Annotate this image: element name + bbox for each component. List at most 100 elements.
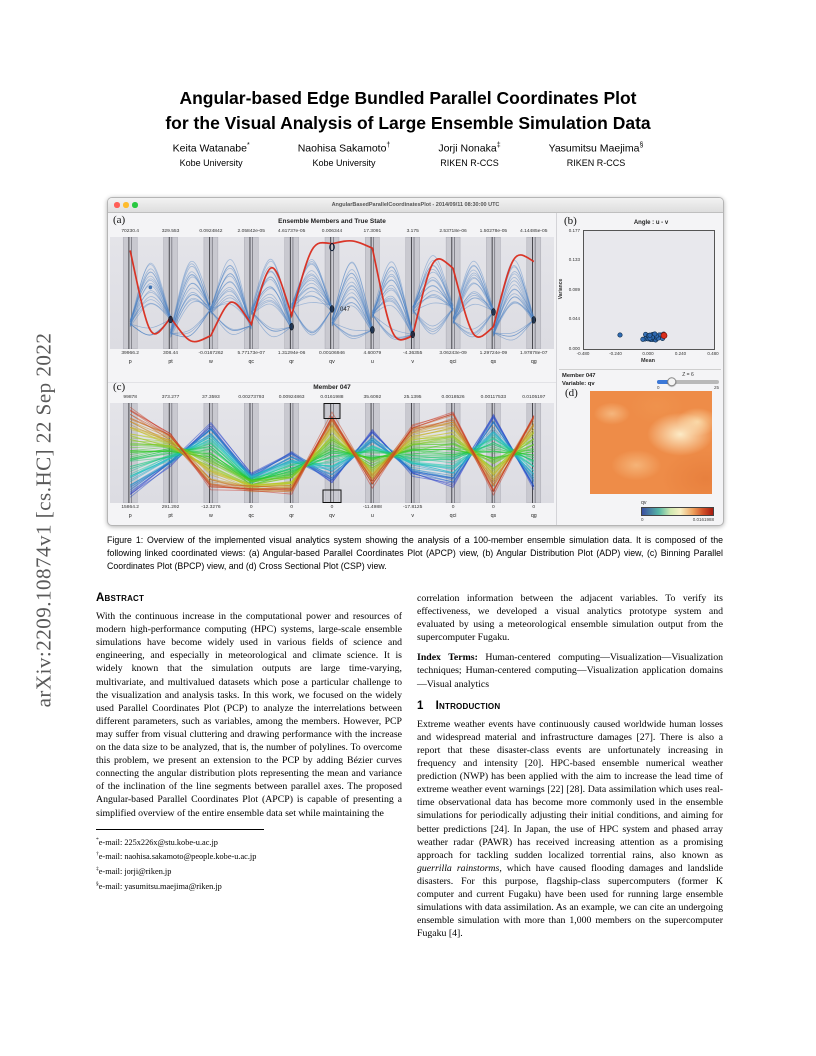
panel-divider	[108, 382, 556, 383]
window-controls	[114, 202, 138, 208]
axis-min-value: -12.3276	[201, 505, 221, 510]
panel-b-ytick: 0.089	[568, 286, 580, 292]
member-info: Member 047 Variable: qv	[562, 372, 596, 390]
axis-max-value: 35.6092	[363, 395, 382, 400]
csp-heatmap[interactable]	[590, 391, 712, 494]
panel-b-xtick: -0.240	[609, 351, 622, 356]
axis-min-value: 0.00106946	[319, 351, 345, 356]
axis-min-value: 0	[451, 505, 455, 510]
close-button[interactable]	[114, 202, 120, 208]
z-slider[interactable]	[657, 377, 719, 387]
axis-variable-label: qc	[248, 513, 255, 519]
axis-max-value: 373.277	[161, 395, 180, 400]
z-slider-max: 25	[713, 385, 719, 390]
axis-variable-label: qci	[449, 513, 457, 519]
axis-variable-label: qg	[530, 359, 537, 365]
axis-variable-label: v	[411, 513, 415, 519]
axis-min-value: 0	[249, 505, 253, 510]
axis-min-value: 4.60079	[363, 351, 382, 356]
axis-min-value: 5.77173e-07	[237, 351, 265, 356]
axis-max-value: 0.00924863	[278, 395, 305, 400]
panel-b-xtick: -0.480	[576, 351, 590, 356]
panel-b-xlabel: Mean	[640, 358, 656, 364]
zoom-button[interactable]	[132, 202, 138, 208]
paper-title: Angular-based Edge Bundled Parallel Coor…	[0, 86, 816, 136]
axis-max-value: 0.0924842	[199, 229, 223, 234]
z-slider-range: 0 25	[657, 385, 719, 390]
author-name: Naohisa Sakamoto†	[297, 142, 391, 155]
author-affiliation: Kobe University	[179, 157, 243, 168]
arxiv-watermark: arXiv:2209.10874v1 [cs.HC] 22 Sep 2022	[31, 332, 56, 708]
axis-max-value: 329.553	[161, 229, 180, 234]
axis-max-value: 70230.4	[121, 229, 140, 234]
colorbar-label: qv	[641, 500, 647, 506]
axis-max-value: 99878	[123, 395, 137, 400]
panel-b-label: (b)	[564, 215, 577, 227]
author-block: Keita Watanabe* Kobe University	[173, 142, 250, 168]
panel-a-max-values: 70230.4 329.553 0.0924842 2.05842e-05 4.6173…	[110, 229, 554, 234]
axis-variable-label: p	[128, 359, 132, 365]
axis-max-value: 3.175	[406, 229, 419, 234]
colorbar-gradient	[641, 507, 714, 516]
apcp-plot[interactable]: 047	[110, 237, 554, 349]
axis-min-value: -0.0167262	[198, 351, 224, 356]
axis-max-value: 37.3593	[202, 395, 220, 400]
footnote: †e-mail: naohisa.sakamoto@people.kobe-u.…	[96, 851, 257, 862]
axis-variable-label: pt	[168, 513, 173, 519]
axis-min-value: 1.31294e-06	[277, 351, 306, 356]
panel-a-min-values: 39966.2 308.44 -0.0167262 5.77173e-07 1.3129…	[110, 351, 554, 356]
axis-variable-label: pt	[168, 359, 173, 365]
footnotes: *e-mail: 225x226x@stu.kobe-u.ac.jp †e-ma…	[96, 834, 402, 893]
colorbar-max: 0.0161988	[692, 517, 714, 522]
axis-min-value: 308.44	[163, 351, 179, 356]
author-block: Naohisa Sakamoto† Kobe University	[298, 142, 391, 168]
panel-c-title: Member 047	[313, 384, 351, 391]
author-block: Yasumitsu Maejima§ RIKEN R-CCS	[549, 142, 644, 168]
author-list: Keita Watanabe* Kobe University Naohisa …	[0, 142, 816, 168]
axis-variable-label: qr	[289, 359, 294, 365]
axis-max-value: 0.0161988	[320, 395, 344, 400]
left-column: Abstract With the continuous increase in…	[96, 592, 402, 893]
axis-min-value: 1.97878e-07	[520, 351, 548, 356]
axis-variable-label: qc	[248, 359, 255, 365]
axis-min-value: 3.06243e-09	[439, 351, 467, 356]
axis-variable-label: u	[370, 513, 374, 519]
axis-min-value: -11.4988	[362, 505, 382, 510]
footnote: §e-mail: yasumitsu.maejima@riken.jp	[96, 880, 222, 891]
axis-variable-label: w	[208, 513, 213, 519]
panel-b-xtick: 0.240	[674, 351, 687, 356]
axis-min-value: 39966.2	[121, 351, 140, 356]
author-affiliation: Kobe University	[312, 157, 376, 168]
bpcp-plot[interactable]	[110, 403, 554, 503]
axis-min-value: 0	[492, 505, 495, 510]
axis-max-value: 2.05842e-05	[237, 229, 265, 234]
author-block: Jorji Nonaka‡ RIKEN R-CCS	[438, 142, 500, 168]
z-slider-thumb[interactable]	[667, 377, 677, 387]
axis-max-value: 4.61737e-05	[277, 229, 306, 234]
panel-b-xtick: 0.000	[642, 351, 654, 356]
axis-max-value: 17.3091	[363, 229, 382, 234]
panel-b-ytick: 0.133	[568, 257, 580, 262]
axis-max-value: 0.006344	[321, 229, 343, 234]
panel-b-ytick: 0.044	[568, 316, 580, 321]
colorbar-range: 0 0.0161988	[641, 517, 714, 522]
panel-c-min-values: 15864.2 291.292 -12.3276 0 0 0 -11.4988 -17.812…	[110, 505, 554, 510]
abstract-continuation: correlation information between the adja…	[417, 593, 723, 644]
axis-max-value: 0.00273793	[238, 395, 265, 400]
figure1-app-window: AngularBasedParallelCoordinatesPlot - 20…	[107, 197, 724, 526]
axis-min-value: 291.292	[161, 505, 180, 510]
axis-variable-label: qv	[329, 513, 335, 519]
z-slider-label: Z = 6	[682, 372, 694, 378]
minimize-button[interactable]	[123, 202, 129, 208]
panel-c-axis-labels: p pt w qc qr qv u v qci qs qg	[110, 513, 554, 519]
panel-c-label: (c)	[113, 381, 126, 393]
axis-max-value: 1.50278e-05	[479, 229, 508, 234]
window-title: AngularBasedParallelCoordinatesPlot - 20…	[331, 202, 500, 208]
axis-variable-label: qg	[530, 513, 537, 519]
panel-d-label: (d)	[565, 387, 578, 399]
panel-c-max-values: 99878 373.277 37.3593 0.00273793 0.00924863 0…	[110, 395, 554, 400]
axis-min-value: -4.36355	[403, 351, 423, 356]
axis-max-value: 2.53718e-06	[439, 229, 467, 234]
adp-scatter-plot[interactable]	[583, 230, 715, 350]
member-inspector: Member 047 Variable: qv Z = 6 0 25	[562, 372, 719, 390]
